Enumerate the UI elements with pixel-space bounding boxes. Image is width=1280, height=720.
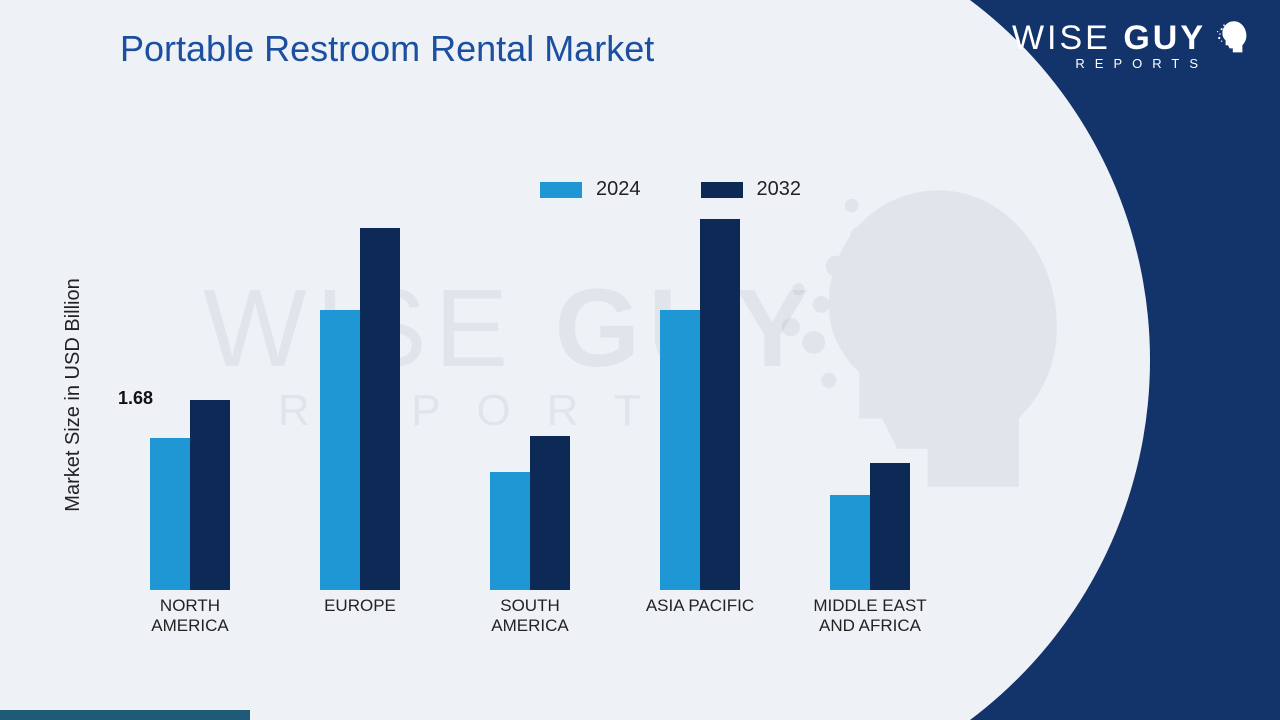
category-label: ASIA PACIFIC — [630, 590, 770, 616]
category-label: MIDDLE EAST AND AFRICA — [800, 590, 940, 637]
bottom-accent-bar — [0, 710, 250, 720]
bar-series-a — [150, 438, 190, 590]
stage: WISE GUY REPORTS WISE GUY REPORTS Portab… — [0, 0, 1280, 720]
category-label: EUROPE — [290, 590, 430, 616]
legend-label-2032: 2032 — [757, 178, 802, 201]
bar-series-a — [490, 472, 530, 590]
bar-chart: NORTH AMERICAEUROPESOUTH AMERICAASIA PAC… — [130, 210, 950, 590]
brand-head-icon — [1212, 18, 1252, 58]
y-axis-label: Market Size in USD Billion — [62, 162, 85, 395]
category-label: NORTH AMERICA — [120, 590, 260, 637]
brand-sub: REPORTS — [992, 56, 1252, 71]
brand-word-1: WISE — [1012, 19, 1111, 58]
legend-label-2024: 2024 — [596, 178, 641, 201]
bar-series-b — [700, 219, 740, 590]
bar-series-a — [830, 495, 870, 590]
bar-series-a — [660, 310, 700, 590]
chart-title: Portable Restroom Rental Market — [120, 28, 654, 70]
legend-item-2032: 2032 — [701, 178, 802, 201]
legend: 2024 2032 — [540, 178, 801, 201]
brand-word-2: GUY — [1123, 19, 1206, 58]
bar-series-b — [190, 400, 230, 590]
brand-logo: WISE GUY REPORTS — [992, 18, 1252, 71]
value-label: 1.68 — [118, 388, 153, 409]
bar-series-b — [870, 463, 910, 590]
legend-item-2024: 2024 — [540, 178, 641, 201]
legend-swatch-2032 — [701, 182, 743, 198]
legend-swatch-2024 — [540, 182, 582, 198]
bar-series-a — [320, 310, 360, 590]
category-label: SOUTH AMERICA — [460, 590, 600, 637]
bar-series-b — [530, 436, 570, 590]
bar-series-b — [360, 228, 400, 590]
